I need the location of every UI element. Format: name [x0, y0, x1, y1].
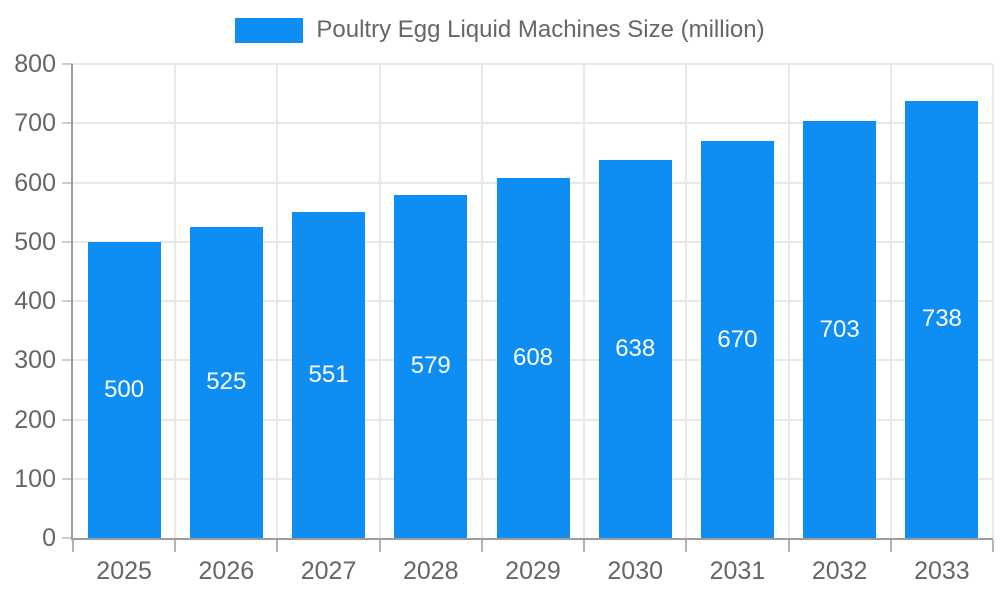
x-axis-tick: [583, 540, 586, 552]
x-axis-tick: [378, 540, 381, 552]
y-axis-tick: [62, 359, 73, 362]
x-axis-label: 2029: [505, 557, 561, 585]
x-axis-label: 2030: [607, 557, 664, 585]
x-axis-label: 2031: [709, 557, 766, 585]
gridline-horizontal: [73, 122, 993, 125]
bar[interactable]: 551: [292, 211, 366, 538]
y-axis-tick: [62, 63, 73, 65]
x-axis-tick: [276, 540, 279, 552]
y-axis-label: 200: [14, 405, 56, 434]
x-axis-label: 2032: [811, 557, 868, 585]
bar-value-label: 738: [921, 305, 962, 333]
gridline-vertical: [992, 64, 994, 538]
y-axis-tick: [62, 181, 73, 184]
bar-value-label: 703: [819, 315, 860, 343]
y-axis-tick: [62, 477, 73, 480]
y-axis-tick: [62, 240, 73, 243]
x-axis-label: 2028: [402, 557, 459, 585]
x-axis-label: 2033: [914, 557, 970, 585]
gridline-vertical: [276, 64, 279, 538]
y-axis-line: [71, 64, 73, 538]
x-axis-label: 2027: [300, 557, 357, 585]
bar[interactable]: 738: [905, 100, 979, 538]
bar[interactable]: 500: [87, 241, 161, 538]
legend-swatch: [235, 17, 304, 43]
y-axis-tick: [62, 418, 73, 421]
y-axis-label: 700: [14, 109, 56, 138]
y-axis-label: 100: [14, 464, 56, 493]
x-axis-tick: [992, 540, 994, 552]
bar[interactable]: 579: [394, 194, 468, 538]
x-axis-label: 2025: [96, 557, 152, 585]
bar-value-label: 608: [512, 343, 554, 371]
y-axis-label: 300: [14, 346, 56, 375]
x-axis-tick: [480, 540, 483, 552]
x-axis-tick: [889, 540, 892, 552]
bar-value-label: 579: [410, 352, 451, 380]
gridline-vertical: [685, 64, 688, 538]
bar-value-label: 638: [615, 334, 656, 362]
legend-label: Poultry Egg Liquid Machines Size (millio…: [316, 16, 765, 43]
legend-item[interactable]: Poultry Egg Liquid Machines Size (millio…: [0, 15, 1000, 45]
y-axis-label: 600: [14, 168, 56, 197]
gridline-horizontal: [73, 63, 993, 65]
bar-value-label: 670: [717, 325, 758, 353]
bar[interactable]: 670: [700, 141, 774, 538]
bar-value-label: 500: [104, 375, 145, 403]
gridline-vertical: [480, 64, 483, 538]
bar[interactable]: 703: [803, 121, 877, 538]
gridline-vertical: [583, 64, 586, 538]
y-axis-label: 0: [42, 524, 56, 552]
y-axis-tick: [62, 300, 73, 302]
x-axis-label: 2026: [198, 557, 255, 585]
bar[interactable]: 638: [598, 159, 672, 538]
gridline-vertical: [378, 64, 381, 538]
x-axis-tick: [787, 540, 790, 552]
x-axis-tick: [72, 540, 74, 552]
gridline-vertical: [889, 64, 892, 538]
y-axis-label: 500: [14, 227, 56, 256]
bar[interactable]: 525: [189, 226, 263, 538]
bar-value-label: 525: [206, 368, 247, 396]
gridline-vertical: [174, 64, 177, 538]
y-axis-tick: [62, 122, 73, 125]
x-axis-tick: [685, 540, 688, 552]
x-axis-tick: [174, 540, 177, 552]
gridline-vertical: [787, 64, 790, 538]
bar[interactable]: 608: [496, 177, 570, 538]
x-axis-line: [71, 538, 993, 540]
y-axis-tick: [62, 537, 73, 539]
y-axis-label: 400: [14, 287, 56, 315]
y-axis-label: 800: [14, 50, 56, 78]
bar-value-label: 551: [308, 360, 349, 388]
